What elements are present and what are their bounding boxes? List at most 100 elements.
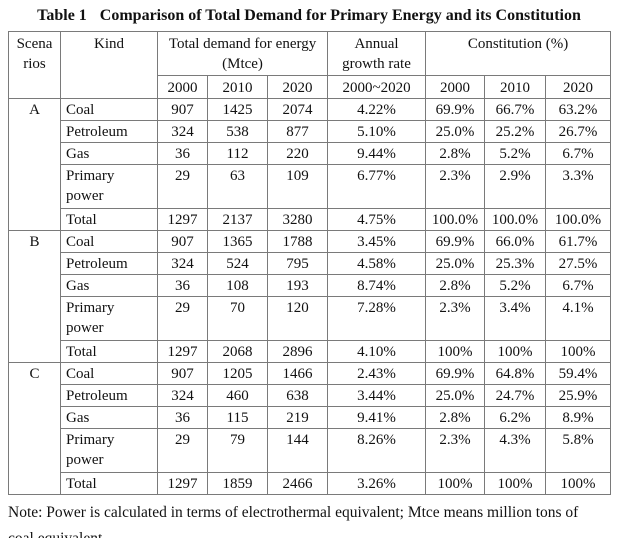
header-growth-group-line1: Annual bbox=[354, 36, 399, 52]
demand-cell: 638 bbox=[266, 384, 329, 407]
demand-cell: 1205 bbox=[207, 362, 268, 385]
scenario-cell: A bbox=[8, 98, 61, 231]
table-row: Total 1297 1859 2466 3.26% 100% 100% 100… bbox=[9, 472, 612, 495]
table-row: Gas 36 112 220 9.44% 2.8% 5.2% 6.7% bbox=[9, 142, 612, 165]
constitution-cell: 6.7% bbox=[545, 142, 612, 165]
header-constitution-year-2020: 2020 bbox=[545, 75, 612, 99]
table-row: Primary power 29 63 109 6.77% 2.3% 2.9% … bbox=[9, 164, 612, 209]
constitution-cell: 25.3% bbox=[484, 252, 547, 275]
demand-cell: 324 bbox=[157, 120, 208, 143]
header-demand-group: Total demand for energy (Mtce) bbox=[156, 31, 329, 76]
demand-cell: 1788 bbox=[266, 230, 329, 253]
constitution-cell: 3.4% bbox=[484, 296, 547, 341]
demand-cell: 193 bbox=[266, 274, 329, 297]
table-row: Gas 36 115 219 9.41% 2.8% 6.2% 8.9% bbox=[9, 406, 612, 429]
header-scenarios: Scena rios bbox=[8, 31, 61, 99]
kind-cell: Gas bbox=[60, 406, 158, 429]
demand-cell: 112 bbox=[207, 142, 268, 165]
demand-cell: 2137 bbox=[207, 208, 268, 231]
constitution-cell: 2.3% bbox=[425, 296, 486, 341]
constitution-cell: 69.9% bbox=[425, 230, 486, 253]
demand-cell: 1425 bbox=[207, 98, 268, 121]
scenario-group-C: C Coal 907 1205 1466 2.43% 69.9% 64.8% 5… bbox=[8, 362, 612, 495]
demand-cell: 460 bbox=[207, 384, 268, 407]
constitution-cell: 100% bbox=[484, 472, 547, 495]
demand-cell: 120 bbox=[266, 296, 329, 341]
header-constitution-group: Constitution (%) bbox=[425, 31, 612, 76]
demand-cell: 70 bbox=[207, 296, 268, 341]
demand-cell: 2074 bbox=[266, 98, 329, 121]
header-constitution-year-2000: 2000 bbox=[425, 75, 486, 99]
header-growth-group: Annual growth rate bbox=[327, 31, 427, 76]
demand-cell: 3280 bbox=[266, 208, 329, 231]
demand-cell: 324 bbox=[157, 252, 208, 275]
demand-cell: 2068 bbox=[207, 340, 268, 363]
growth-cell: 3.45% bbox=[327, 230, 427, 253]
demand-cell: 29 bbox=[157, 428, 208, 473]
table-row: Total 1297 2068 2896 4.10% 100% 100% 100… bbox=[9, 340, 612, 363]
growth-cell: 3.26% bbox=[327, 472, 427, 495]
growth-cell: 9.41% bbox=[327, 406, 427, 429]
growth-cell: 4.58% bbox=[327, 252, 427, 275]
constitution-cell: 100% bbox=[545, 472, 612, 495]
constitution-cell: 100.0% bbox=[484, 208, 547, 231]
header-scenarios-line2: rios bbox=[23, 56, 46, 72]
kind-cell: Petroleum bbox=[60, 252, 158, 275]
energy-demand-table: Scena rios Kind Total demand for energy … bbox=[8, 31, 612, 495]
constitution-cell: 8.9% bbox=[545, 406, 612, 429]
kind-cell: Coal bbox=[60, 362, 158, 385]
demand-cell: 79 bbox=[207, 428, 268, 473]
table-row: C Coal 907 1205 1466 2.43% 69.9% 64.8% 5… bbox=[8, 362, 612, 495]
kind-cell: Primary power bbox=[60, 428, 158, 473]
scenario-group-A: A Coal 907 1425 2074 4.22% 69.9% 66.7% 6… bbox=[8, 98, 612, 231]
kind-cell: Coal bbox=[60, 230, 158, 253]
constitution-cell: 2.8% bbox=[425, 142, 486, 165]
demand-cell: 220 bbox=[266, 142, 329, 165]
constitution-cell: 100% bbox=[484, 340, 547, 363]
table-caption: Table 1 Comparison of Total Demand for Pr… bbox=[8, 6, 610, 26]
growth-cell: 8.26% bbox=[327, 428, 427, 473]
demand-cell: 115 bbox=[207, 406, 268, 429]
constitution-cell: 4.3% bbox=[484, 428, 547, 473]
demand-cell: 63 bbox=[207, 164, 268, 209]
constitution-cell: 25.9% bbox=[545, 384, 612, 407]
demand-cell: 538 bbox=[207, 120, 268, 143]
table-row: Total 1297 2137 3280 4.75% 100.0% 100.0%… bbox=[9, 208, 612, 231]
demand-cell: 36 bbox=[157, 406, 208, 429]
header-constitution-year-2010: 2010 bbox=[484, 75, 547, 99]
growth-cell: 2.43% bbox=[327, 362, 427, 385]
growth-cell: 4.10% bbox=[327, 340, 427, 363]
constitution-cell: 63.2% bbox=[545, 98, 612, 121]
constitution-cell: 100% bbox=[425, 340, 486, 363]
demand-cell: 1466 bbox=[266, 362, 329, 385]
header-demand-year-2000: 2000 bbox=[157, 75, 208, 99]
constitution-cell: 69.9% bbox=[425, 98, 486, 121]
table-note: Note: Power is calculated in terms of el… bbox=[8, 504, 579, 538]
kind-cell: Total bbox=[60, 340, 158, 363]
header-kind: Kind bbox=[60, 31, 158, 99]
constitution-cell: 4.1% bbox=[545, 296, 612, 341]
demand-cell: 524 bbox=[207, 252, 268, 275]
constitution-cell: 100% bbox=[425, 472, 486, 495]
demand-cell: 795 bbox=[266, 252, 329, 275]
demand-cell: 108 bbox=[207, 274, 268, 297]
header-row-years: 2000 2010 2020 2000~2020 2000 2010 2020 bbox=[9, 75, 612, 99]
constitution-cell: 66.0% bbox=[484, 230, 547, 253]
kind-cell: Gas bbox=[60, 274, 158, 297]
demand-cell: 907 bbox=[157, 230, 208, 253]
constitution-cell: 2.8% bbox=[425, 406, 486, 429]
table-row: Gas 36 108 193 8.74% 2.8% 5.2% 6.7% bbox=[9, 274, 612, 297]
kind-cell: Petroleum bbox=[60, 384, 158, 407]
constitution-cell: 6.2% bbox=[484, 406, 547, 429]
growth-cell: 6.77% bbox=[327, 164, 427, 209]
constitution-cell: 24.7% bbox=[484, 384, 547, 407]
demand-cell: 36 bbox=[157, 274, 208, 297]
growth-cell: 4.22% bbox=[327, 98, 427, 121]
constitution-cell: 6.7% bbox=[545, 274, 612, 297]
growth-cell: 7.28% bbox=[327, 296, 427, 341]
demand-cell: 219 bbox=[266, 406, 329, 429]
table-row: Primary power 29 79 144 8.26% 2.3% 4.3% … bbox=[9, 428, 612, 473]
constitution-cell: 5.8% bbox=[545, 428, 612, 473]
table-row: B Coal 907 1365 1788 3.45% 69.9% 66.0% 6… bbox=[8, 230, 612, 363]
